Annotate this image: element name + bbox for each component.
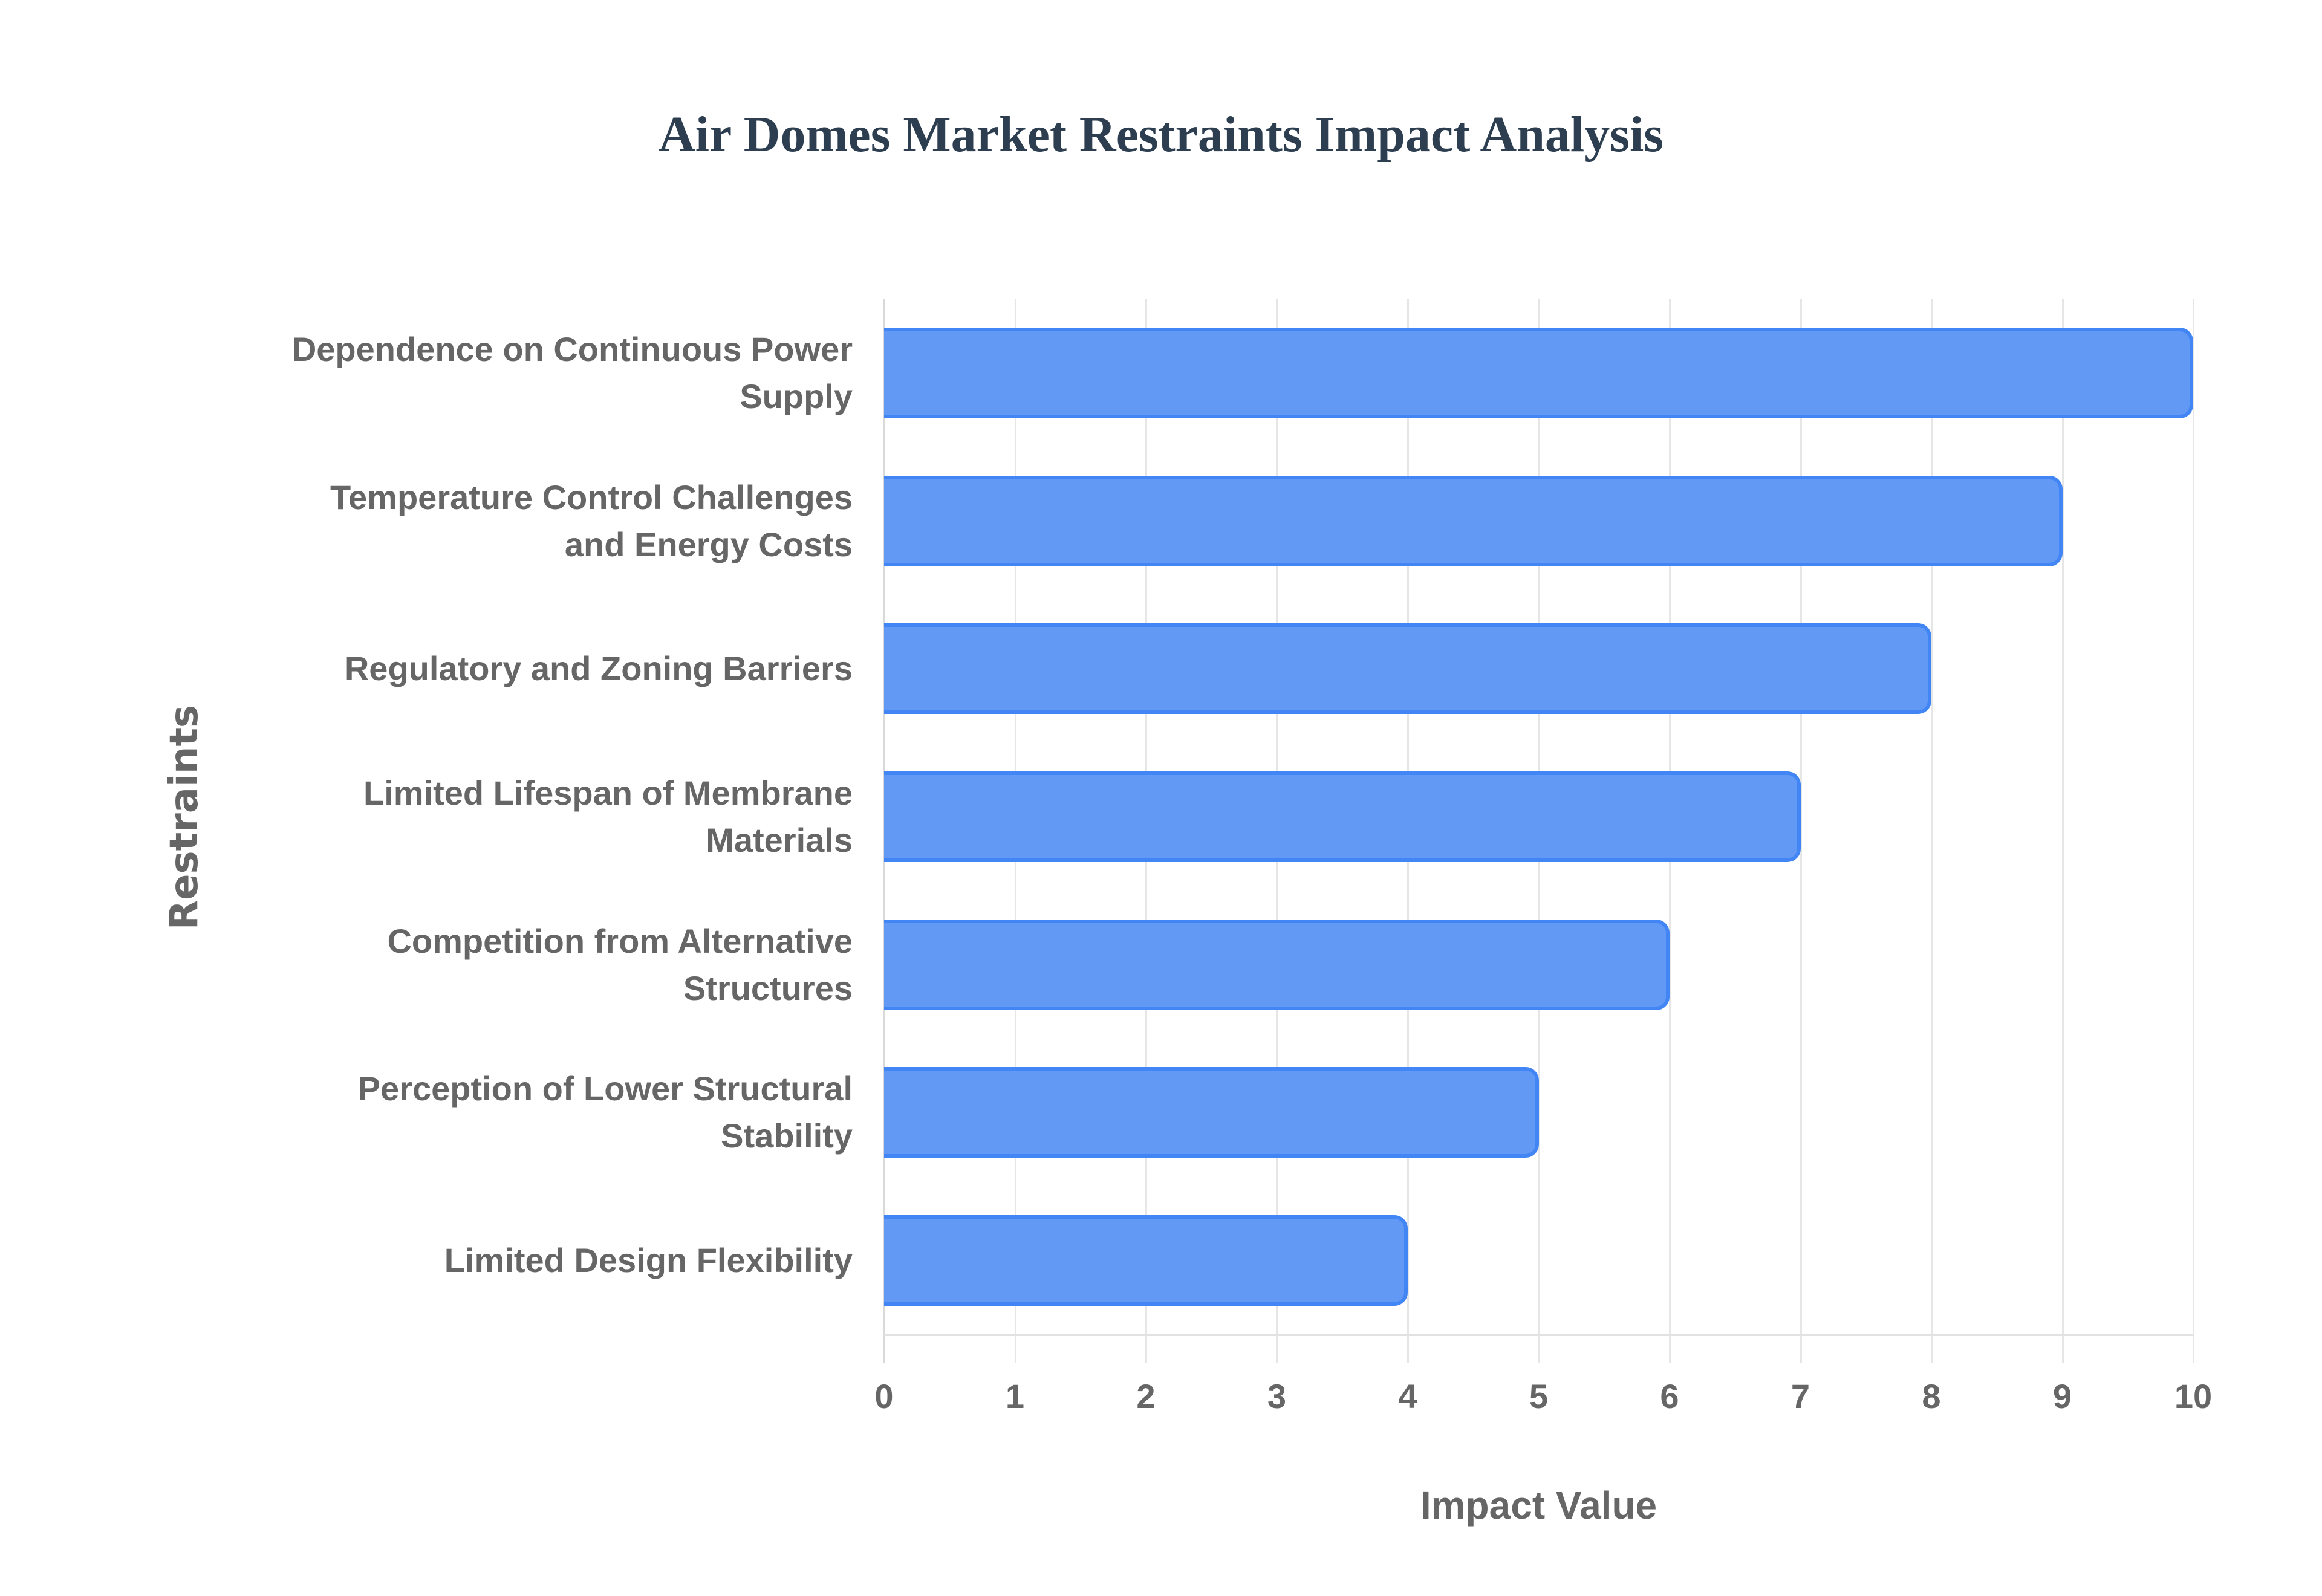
x-tick-label: 8 — [1922, 1377, 1941, 1415]
x-tick-label: 2 — [1136, 1377, 1156, 1415]
y-category-label: Temperature Control Challenges and Energ… — [330, 478, 853, 563]
bar[interactable] — [884, 919, 1670, 1010]
y-category-label: Limited Design Flexibility — [444, 1241, 853, 1279]
x-tick-label: 4 — [1398, 1377, 1417, 1415]
gridline — [1800, 299, 1802, 1363]
x-tick-label: 0 — [874, 1377, 894, 1415]
x-tick-label: 7 — [1790, 1377, 1810, 1415]
x-tick-label: 3 — [1267, 1377, 1287, 1415]
y-category-label: Dependence on Continuous Power Supply — [291, 330, 853, 416]
bar[interactable] — [884, 623, 1931, 715]
bar[interactable] — [884, 1067, 1539, 1158]
bar[interactable] — [884, 475, 2063, 566]
x-tick-label: 9 — [2052, 1377, 2072, 1415]
y-category-label: Limited Lifespan of Membrane Materials — [363, 774, 853, 859]
chart-title: Air Domes Market Restraints Impact Analy… — [659, 106, 1663, 163]
bar[interactable] — [884, 328, 2193, 419]
y-category-label: Regulatory and Zoning Barriers — [344, 649, 853, 688]
x-axis-line — [884, 1334, 2193, 1336]
bar[interactable] — [884, 771, 1801, 862]
x-tick-label: 6 — [1660, 1377, 1679, 1415]
x-tick-label: 5 — [1529, 1377, 1549, 1415]
bar[interactable] — [884, 1215, 1408, 1306]
y-category-label: Competition from Alternative Structures — [387, 921, 853, 1007]
gridline — [1931, 299, 1933, 1363]
x-axis-title: Impact Value — [1420, 1484, 1657, 1527]
x-tick-label: 1 — [1005, 1377, 1025, 1415]
x-tick-label: 10 — [2174, 1377, 2213, 1415]
gridline — [2061, 299, 2064, 1363]
y-category-label: Perception of Lower Structural Stability — [357, 1069, 853, 1155]
gridline — [2193, 299, 2194, 1363]
plot-area: 0 1 2 3 4 5 6 7 8 9 10 — [874, 299, 2212, 1415]
